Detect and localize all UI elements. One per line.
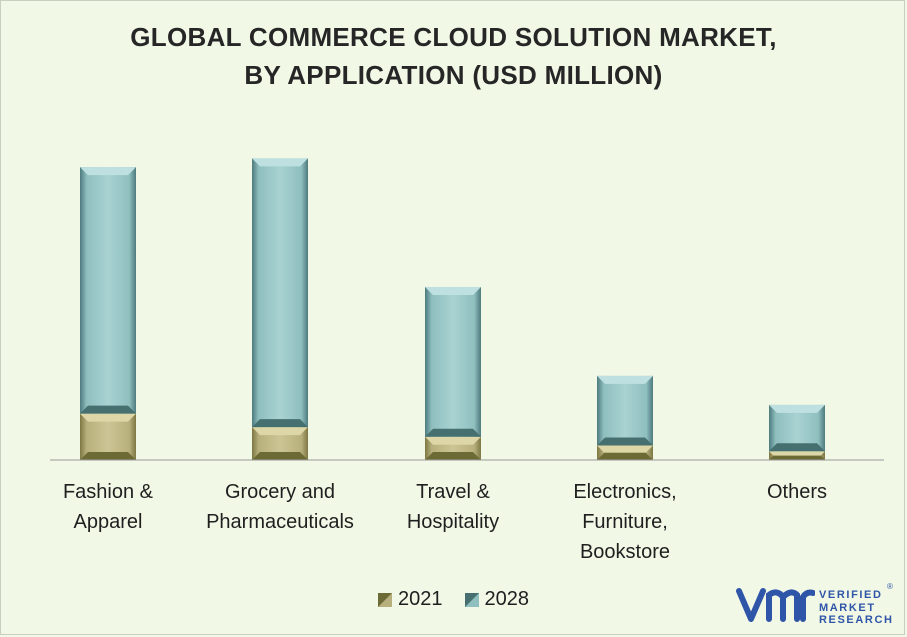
bar-top-bevel-2021-3 bbox=[597, 445, 653, 453]
category-label-3: Electronics, Furniture, Bookstore bbox=[530, 477, 720, 567]
category-label-0: Fashion & Apparel bbox=[13, 477, 203, 537]
legend-swatch-2028 bbox=[464, 592, 479, 607]
bar-top-bevel-2021-2 bbox=[425, 436, 481, 445]
verified-market-research-logo: VERIFIED MARKET RESEARCH ® bbox=[735, 582, 895, 627]
legend: 2021 2028 bbox=[0, 588, 907, 611]
logo-line-3: RESEARCH bbox=[819, 614, 894, 626]
category-label-line: Others bbox=[766, 481, 828, 503]
bar-top-bevel-2028-0 bbox=[80, 167, 136, 176]
category-label-line: Bookstore bbox=[579, 541, 671, 563]
category-label-1: Grocery and Pharmaceuticals bbox=[185, 477, 375, 537]
category-label-line: Electronics, bbox=[573, 481, 677, 503]
bar-bottom-bevel-2028-2 bbox=[425, 428, 481, 437]
bar-top-bevel-2028-3 bbox=[597, 375, 653, 384]
category-label-line: Travel & bbox=[416, 481, 490, 503]
category-label-4: Others bbox=[702, 477, 892, 507]
category-label-line: Pharmaceuticals bbox=[206, 511, 354, 533]
category-label-line: Hospitality bbox=[406, 511, 500, 533]
bar-bottom-bevel-2028-4 bbox=[769, 443, 825, 452]
category-label-line: Apparel bbox=[73, 511, 143, 533]
legend-swatch-2021 bbox=[378, 592, 392, 607]
registered-mark: ® bbox=[887, 582, 893, 591]
title-line-1: GLOBAL COMMERCE CLOUD SOLUTION MARKET, bbox=[130, 22, 777, 52]
bar-top-bevel-2028-1 bbox=[252, 158, 308, 167]
legend-item-2021: 2021 bbox=[378, 588, 443, 611]
legend-label-2021: 2021 bbox=[398, 588, 443, 610]
bar-2028-2 bbox=[425, 286, 481, 437]
category-label-line: Furniture, bbox=[582, 511, 668, 533]
bar-bottom-bevel-2028-1 bbox=[252, 419, 308, 428]
bar-bottom-bevel-2021-0 bbox=[80, 452, 136, 460]
bar-bottom-bevel-2021-4 bbox=[769, 455, 825, 460]
legend-label-2028: 2028 bbox=[484, 588, 530, 610]
logo-text: VERIFIED MARKET RESEARCH bbox=[819, 589, 894, 627]
logo-line-1: VERIFIED bbox=[819, 589, 883, 601]
chart-title: GLOBAL COMMERCE CLOUD SOLUTION MARKET, B… bbox=[0, 18, 907, 94]
category-label-2: Travel & Hospitality bbox=[358, 477, 548, 537]
bar-top-bevel-2021-1 bbox=[252, 427, 308, 436]
bar-top-bevel-2021-0 bbox=[80, 413, 136, 422]
bar-top-bevel-2028-2 bbox=[425, 286, 481, 295]
bar-2028-1 bbox=[252, 158, 308, 428]
logo-line-2: MARKET bbox=[819, 601, 876, 614]
bar-2028-0 bbox=[80, 167, 136, 414]
bar-bottom-bevel-2028-3 bbox=[597, 437, 653, 446]
bar-bottom-bevel-2021-2 bbox=[425, 452, 481, 460]
bar-2028-3 bbox=[597, 375, 653, 446]
category-label-line: Grocery and bbox=[224, 481, 336, 503]
legend-item-2028: 2028 bbox=[464, 588, 530, 611]
bar-top-bevel-2021-4 bbox=[769, 451, 825, 456]
bar-bottom-bevel-2021-1 bbox=[252, 452, 308, 460]
bar-bottom-bevel-2021-3 bbox=[597, 452, 653, 460]
bar-bottom-bevel-2028-0 bbox=[80, 405, 136, 414]
title-line-2: BY APPLICATION (USD MILLION) bbox=[244, 60, 663, 90]
vmr-logo-icon bbox=[736, 588, 816, 622]
bar-top-bevel-2028-4 bbox=[769, 404, 825, 413]
category-label-line: Fashion & bbox=[62, 481, 154, 503]
